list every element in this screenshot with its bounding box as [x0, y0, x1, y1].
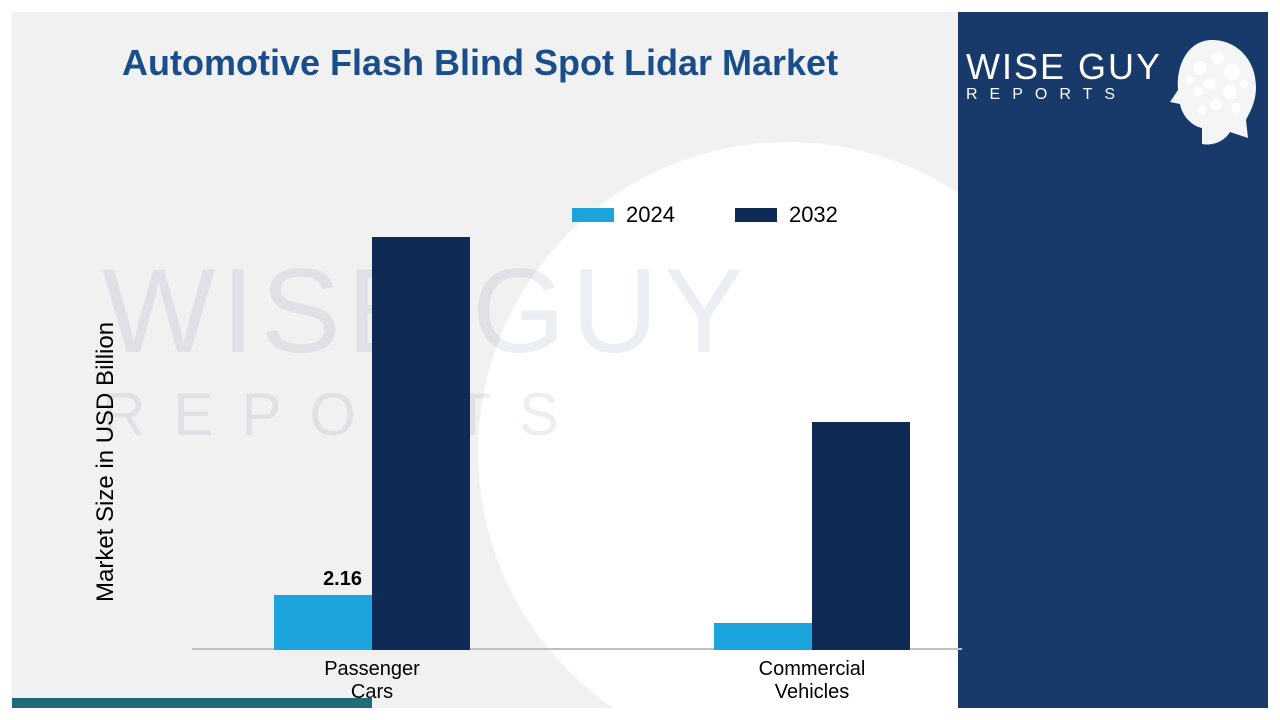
plot-area: 2.16	[192, 232, 962, 650]
legend-label-2032: 2032	[789, 202, 838, 228]
legend-label-2024: 2024	[626, 202, 675, 228]
bar-label-passenger-2024: 2.16	[264, 568, 362, 591]
bar-commercial-2024	[714, 623, 812, 650]
legend: 2024 2032	[572, 202, 838, 228]
bar-commercial-2032	[812, 422, 910, 650]
chart-card: WISE GUY REPORTS Automotive Flash Blind …	[12, 12, 1268, 708]
chart-title: Automotive Flash Blind Spot Lidar Market	[122, 42, 882, 83]
category-label-commercial: CommercialVehicles	[722, 658, 902, 704]
logo-line2: REPORTS	[966, 86, 1162, 104]
legend-item-2024: 2024	[572, 202, 675, 228]
legend-swatch-2032	[735, 208, 777, 222]
y-axis-label: Market Size in USD Billion	[92, 322, 120, 602]
brand-logo: WISE GUY REPORTS	[966, 46, 1162, 104]
bar-passenger-2032	[372, 237, 470, 650]
legend-swatch-2024	[572, 208, 614, 222]
logo-line1: WISE GUY	[966, 46, 1162, 88]
logo-head-icon	[1152, 32, 1262, 152]
bar-passenger-2024	[274, 595, 372, 650]
legend-item-2032: 2032	[735, 202, 838, 228]
category-label-passenger: PassengerCars	[282, 658, 462, 704]
canvas: WISE GUY REPORTS Automotive Flash Blind …	[0, 0, 1280, 720]
